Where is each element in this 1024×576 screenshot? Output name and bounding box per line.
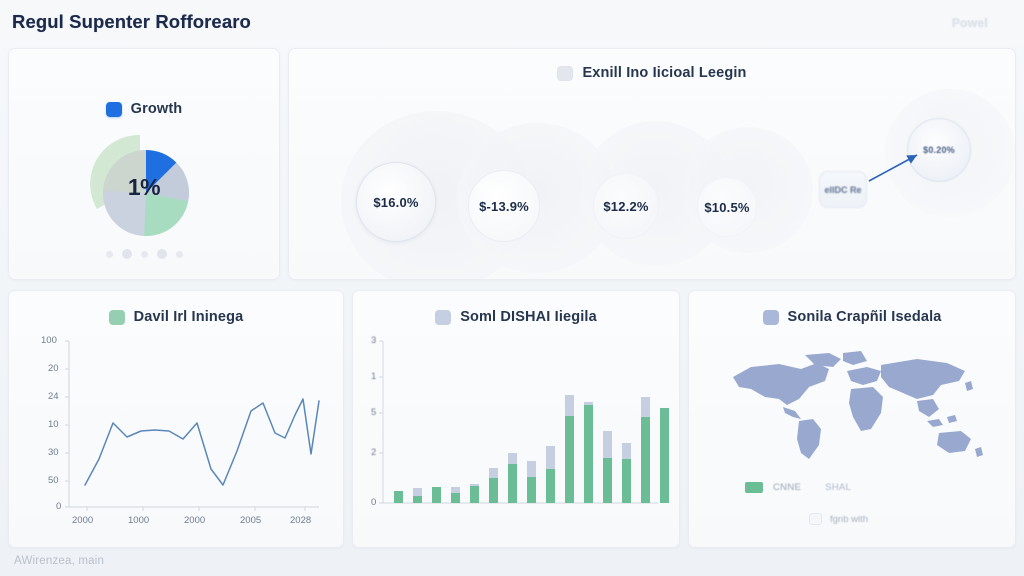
pager-dot[interactable]	[121, 249, 132, 259]
pie-pager-dots[interactable]	[9, 249, 279, 259]
pager-dot[interactable]	[175, 250, 183, 258]
card-line-chart[interactable]: Davil Irl Ininega	[8, 290, 344, 548]
pager-dot[interactable]	[140, 250, 148, 258]
bubble-point[interactable]: $10.5%	[697, 177, 757, 237]
page-title: Regul Supenter Rofforearo	[12, 11, 251, 32]
bubble-label: $0.20%	[923, 145, 955, 155]
bubble-point-highlight[interactable]: $0.20%	[907, 118, 971, 182]
bubble-label: $12.2%	[603, 198, 649, 214]
bar-chart-svg	[379, 340, 669, 504]
bubble-badge-label: ellDC Re	[824, 184, 862, 195]
line-x-tick: 1000	[128, 515, 150, 526]
world-map-svg[interactable]	[721, 347, 991, 467]
pie-center-value: 1%	[127, 173, 161, 200]
bar-y-tick: 1	[371, 371, 377, 382]
line-y-tick: 0	[56, 501, 62, 512]
pie-legend-label: Growth	[130, 101, 183, 117]
bubble-badge[interactable]: ellDC Re	[819, 171, 867, 208]
bar-y-tick: 0	[371, 497, 377, 508]
pie-slice-d	[102, 191, 146, 236]
pager-dot[interactable]	[105, 250, 113, 258]
line-y-tick: 50	[48, 475, 59, 486]
bubble-point[interactable]: $16.0%	[356, 162, 436, 242]
map-filter-checkbox[interactable]: fgnb with	[809, 513, 868, 525]
map-legend-label: Sonila Crapñil Isedala	[787, 309, 942, 325]
line-y-tick: 100	[41, 335, 57, 346]
bubble-label: $16.0%	[373, 194, 419, 210]
bubble-point[interactable]: $12.2%	[593, 173, 659, 239]
card-bar-chart[interactable]: Soml DISHAI Iiegila	[352, 290, 680, 548]
line-x-tick: 2005	[240, 515, 262, 526]
map-legend-label-cnne: CNNE	[773, 482, 802, 493]
map-legend-swatch-cnne	[745, 482, 763, 493]
bar-series-tail	[660, 408, 669, 503]
pie-chart[interactable]: 1%	[83, 127, 205, 249]
line-y-tick: 20	[48, 363, 59, 374]
legend-swatch-growth	[105, 101, 122, 117]
bar-series	[394, 395, 650, 503]
pie-slice-growth	[146, 150, 177, 193]
line-x-tick: 2000	[72, 515, 94, 526]
bar-y-tick: 5	[371, 407, 377, 418]
footer-note: AWirenzea, main	[14, 555, 105, 567]
pie-slice-c	[144, 193, 189, 237]
map-landmasses	[733, 351, 983, 459]
legend-swatch-map	[762, 309, 779, 325]
pie-slice-e	[103, 149, 146, 193]
pie-legend: Growth	[9, 101, 279, 117]
bar-y-tick: 3	[371, 335, 377, 346]
map-legend-label-shal: SHAL	[825, 482, 852, 493]
map-series-legend: CNNE SHAL	[745, 482, 851, 493]
card-pie-chart[interactable]: Growth	[8, 48, 280, 280]
checkbox-icon[interactable]	[809, 513, 822, 525]
bubble-point[interactable]: $-13.9%	[468, 170, 540, 242]
line-x-tick: 2000	[184, 515, 206, 526]
line-chart-svg	[65, 340, 320, 511]
line-x-tick: 2028	[290, 515, 312, 526]
line-y-tick: 24	[48, 391, 59, 402]
card-bubble-chart[interactable]: Exnill Ino Iicioal Leegin $16.0% $-13.9%…	[288, 48, 1016, 280]
card-map[interactable]: Sonila Crapñil Isedala	[688, 290, 1016, 548]
bubble-label: $-13.9%	[479, 198, 529, 214]
pie-svg	[90, 134, 190, 237]
line-series-path	[84, 398, 320, 486]
map-legend-header: Sonila Crapñil Isedala	[689, 309, 1015, 325]
brand-watermark: Powel	[951, 16, 988, 30]
bar-y-tick: 2	[371, 447, 377, 458]
pager-dot[interactable]	[156, 249, 167, 259]
bubble-connector-arrow	[868, 154, 918, 182]
pie-slice-b	[146, 162, 190, 202]
bubble-label: $10.5%	[704, 199, 750, 215]
line-y-tick: 10	[48, 419, 59, 430]
map-checkbox-label: fgnb with	[830, 513, 869, 525]
line-y-tick: 30	[48, 447, 59, 458]
